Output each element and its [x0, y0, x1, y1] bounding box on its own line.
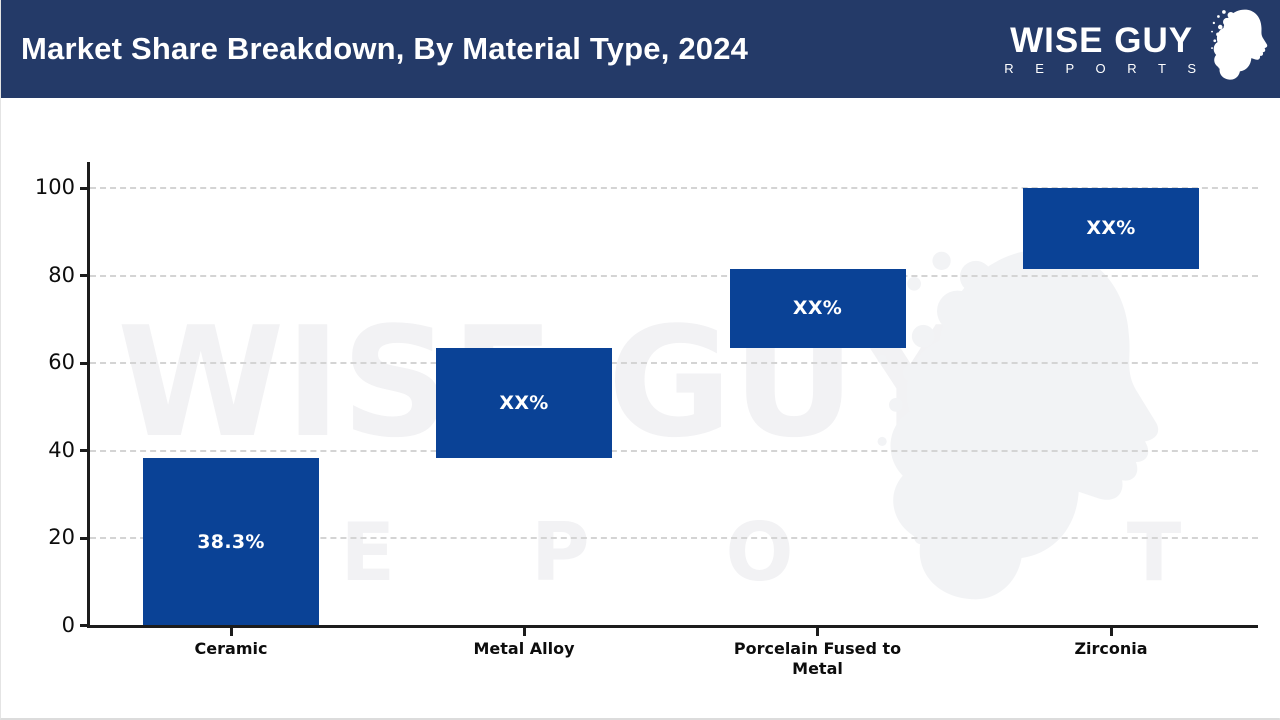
gridline-100 [90, 187, 1258, 189]
x-category-label: Porcelain Fused to Metal [733, 639, 902, 678]
bar-ceramic: 38.3% [143, 457, 319, 626]
bar-metal-alloy: XX% [436, 347, 612, 458]
bar-value-label: 38.3% [197, 530, 265, 553]
logo-face-icon [1211, 9, 1268, 80]
y-tick-label-100: 100 [34, 175, 75, 199]
x-tick-1 [522, 628, 526, 636]
gridline-60 [90, 362, 1258, 364]
x-category-label: Metal Alloy [473, 639, 575, 658]
y-tick-label-0: 0 [61, 612, 75, 637]
x-tick-3 [1109, 628, 1113, 636]
x-tick-0 [229, 628, 233, 636]
y-tick-0 [80, 624, 88, 627]
bar-zirconia: XX% [1023, 188, 1199, 269]
gridline-20 [90, 537, 1258, 539]
watermark-subtitle: R E P O R T S [143, 506, 1280, 599]
y-axis-spine [87, 162, 90, 628]
x-tick-2 [816, 628, 819, 636]
y-tick-80 [80, 274, 88, 277]
y-tick-label-60: 60 [48, 350, 75, 374]
page-title: Market Share Breakdown, By Material Type… [21, 31, 749, 66]
y-tick-label-80: 80 [48, 262, 75, 287]
y-tick-label-20: 20 [48, 525, 75, 549]
gridline-40 [90, 449, 1258, 452]
y-tick-40 [80, 449, 88, 452]
bar-porcelain-fused-to-metal: XX% [729, 268, 906, 348]
x-axis-spine [87, 625, 1258, 628]
y-tick-60 [80, 361, 88, 365]
x-category-label: Zirconia [1074, 639, 1148, 658]
bar-value-label: XX% [1086, 217, 1136, 240]
y-tick-100 [80, 186, 88, 190]
logo: WISE GUY R E P O R T S [998, 7, 1271, 91]
logo-wordmark: WISE GUY [1010, 21, 1194, 60]
bar-value-label: XX% [499, 391, 549, 414]
logo-text: WISE GUY R E P O R T S [998, 23, 1205, 75]
logo-subtitle: R E P O R T S [1004, 61, 1205, 76]
gridline-80 [90, 274, 1258, 277]
y-tick-20 [80, 536, 88, 540]
header: Market Share Breakdown, By Material Type… [1, 0, 1280, 98]
y-tick-label-40: 40 [48, 437, 75, 462]
bar-value-label: XX% [792, 297, 843, 320]
x-category-label: Ceramic [194, 639, 268, 658]
chart-area: WISE GUY R E P O R T S 02040608010038.3%… [1, 98, 1280, 718]
